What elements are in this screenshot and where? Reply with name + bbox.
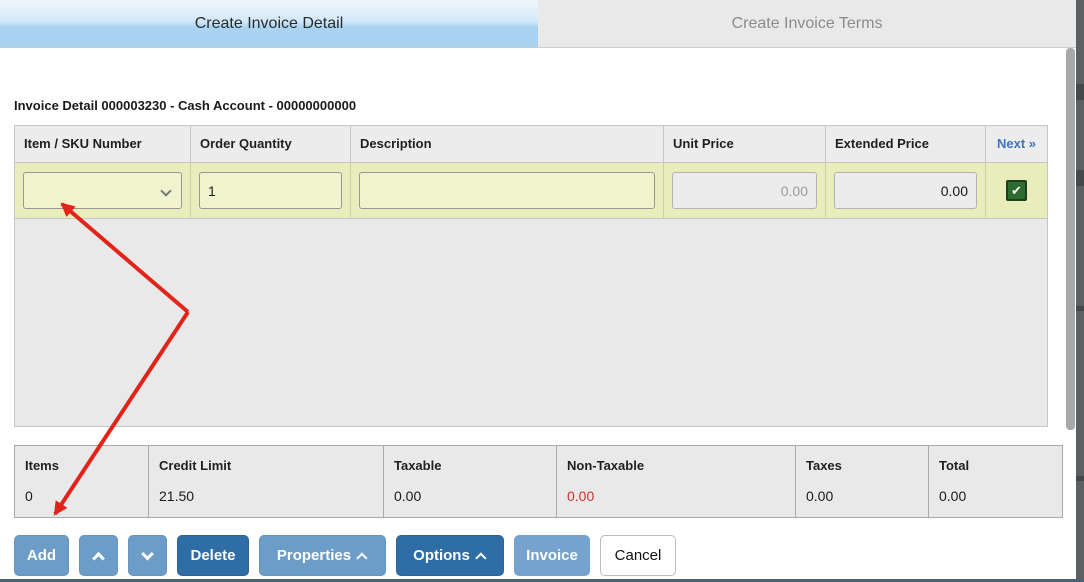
checkmark-icon: ✔ xyxy=(1011,183,1022,198)
header-item-sku: Item / SKU Number xyxy=(15,126,191,162)
description-cell xyxy=(351,163,664,218)
cancel-button-label: Cancel xyxy=(614,547,662,564)
summary-items-label: Items xyxy=(25,458,59,473)
add-button-label: Add xyxy=(26,547,57,564)
chevron-up-icon xyxy=(356,551,368,564)
summary-total-label: Total xyxy=(939,458,970,473)
header-description: Description xyxy=(351,126,664,162)
unit-price-input xyxy=(672,172,817,209)
description-input[interactable] xyxy=(359,172,655,209)
header-extended-price: Extended Price xyxy=(826,126,986,162)
tab-create-invoice-detail-label: Create Invoice Detail xyxy=(194,14,344,32)
summary-total: Total 0.00 xyxy=(929,446,1062,517)
detail-table-header-row: Item / SKU Number Order Quantity Descrip… xyxy=(15,126,1047,163)
delete-button-label: Delete xyxy=(190,547,236,564)
detail-table-empty-area xyxy=(15,219,1047,426)
summary-taxes-label: Taxes xyxy=(806,458,842,473)
detail-table-entry-row: ✔ xyxy=(15,163,1047,219)
invoice-summary-bar: Items 0 Credit Limit 21.50 Taxable 0.00 … xyxy=(14,445,1063,518)
chevron-down-icon xyxy=(160,185,172,197)
tabbar-divider xyxy=(0,47,1076,48)
invoice-detail-title: Invoice Detail 000003230 - Cash Account … xyxy=(14,98,357,113)
action-toolbar: Add Delete Properties Options Invoice Ca… xyxy=(14,535,676,576)
tab-bar: Create Invoice Detail Create Invoice Ter… xyxy=(0,0,1076,47)
edge-notch xyxy=(1076,306,1084,311)
options-button-label: Options xyxy=(413,547,470,564)
edge-notch xyxy=(1076,84,1084,100)
summary-non-taxable: Non-Taxable 0.00 xyxy=(557,446,796,517)
summary-non-taxable-value: 0.00 xyxy=(567,488,595,504)
summary-non-taxable-label: Non-Taxable xyxy=(567,458,645,473)
header-unit-price: Unit Price xyxy=(664,126,826,162)
vertical-scrollbar[interactable] xyxy=(1066,48,1075,430)
summary-credit-limit-value: 21.50 xyxy=(159,488,195,504)
move-down-button[interactable] xyxy=(128,535,167,576)
properties-button[interactable]: Properties xyxy=(259,535,386,576)
item-sku-select[interactable] xyxy=(23,172,182,209)
order-quantity-cell xyxy=(191,163,351,218)
extended-price-input[interactable] xyxy=(834,172,977,209)
item-sku-cell xyxy=(15,163,191,218)
edge-notch xyxy=(1076,476,1084,481)
chevron-up-icon xyxy=(475,551,487,564)
summary-taxes-value: 0.00 xyxy=(806,488,834,504)
invoice-button-label: Invoice xyxy=(526,547,578,564)
summary-taxes: Taxes 0.00 xyxy=(796,446,929,517)
unit-price-cell xyxy=(664,163,826,218)
delete-button[interactable]: Delete xyxy=(177,535,249,576)
summary-total-value: 0.00 xyxy=(939,488,967,504)
move-up-button[interactable] xyxy=(79,535,118,576)
row-selected-checkbox[interactable]: ✔ xyxy=(1006,180,1027,201)
invoice-detail-table: Item / SKU Number Order Quantity Descrip… xyxy=(14,125,1048,427)
next-page-link[interactable]: Next » xyxy=(996,136,1037,151)
properties-button-label: Properties xyxy=(276,547,352,564)
tab-create-invoice-terms-label: Create Invoice Terms xyxy=(731,14,883,32)
tab-create-invoice-detail[interactable]: Create Invoice Detail xyxy=(0,0,538,47)
window-bottom-edge xyxy=(0,579,1084,582)
summary-taxable: Taxable 0.00 xyxy=(384,446,557,517)
summary-taxable-value: 0.00 xyxy=(394,488,422,504)
extended-price-cell xyxy=(826,163,986,218)
summary-items-value: 0 xyxy=(25,488,33,504)
summary-credit-limit: Credit Limit 21.50 xyxy=(149,446,384,517)
add-button[interactable]: Add xyxy=(14,535,69,576)
cancel-button[interactable]: Cancel xyxy=(600,535,676,576)
summary-items: Items 0 xyxy=(15,446,149,517)
window-edge-strip xyxy=(1076,0,1084,582)
row-selected-cell: ✔ xyxy=(986,163,1047,218)
summary-credit-limit-label: Credit Limit xyxy=(159,458,232,473)
options-button[interactable]: Options xyxy=(396,535,504,576)
tab-create-invoice-terms[interactable]: Create Invoice Terms xyxy=(538,0,1076,47)
edge-notch xyxy=(1076,170,1084,186)
header-order-quantity: Order Quantity xyxy=(191,126,351,162)
order-quantity-input[interactable] xyxy=(199,172,342,209)
summary-taxable-label: Taxable xyxy=(394,458,442,473)
invoice-button[interactable]: Invoice xyxy=(514,535,590,576)
chevron-down-icon xyxy=(141,547,154,561)
chevron-up-icon xyxy=(92,551,105,565)
